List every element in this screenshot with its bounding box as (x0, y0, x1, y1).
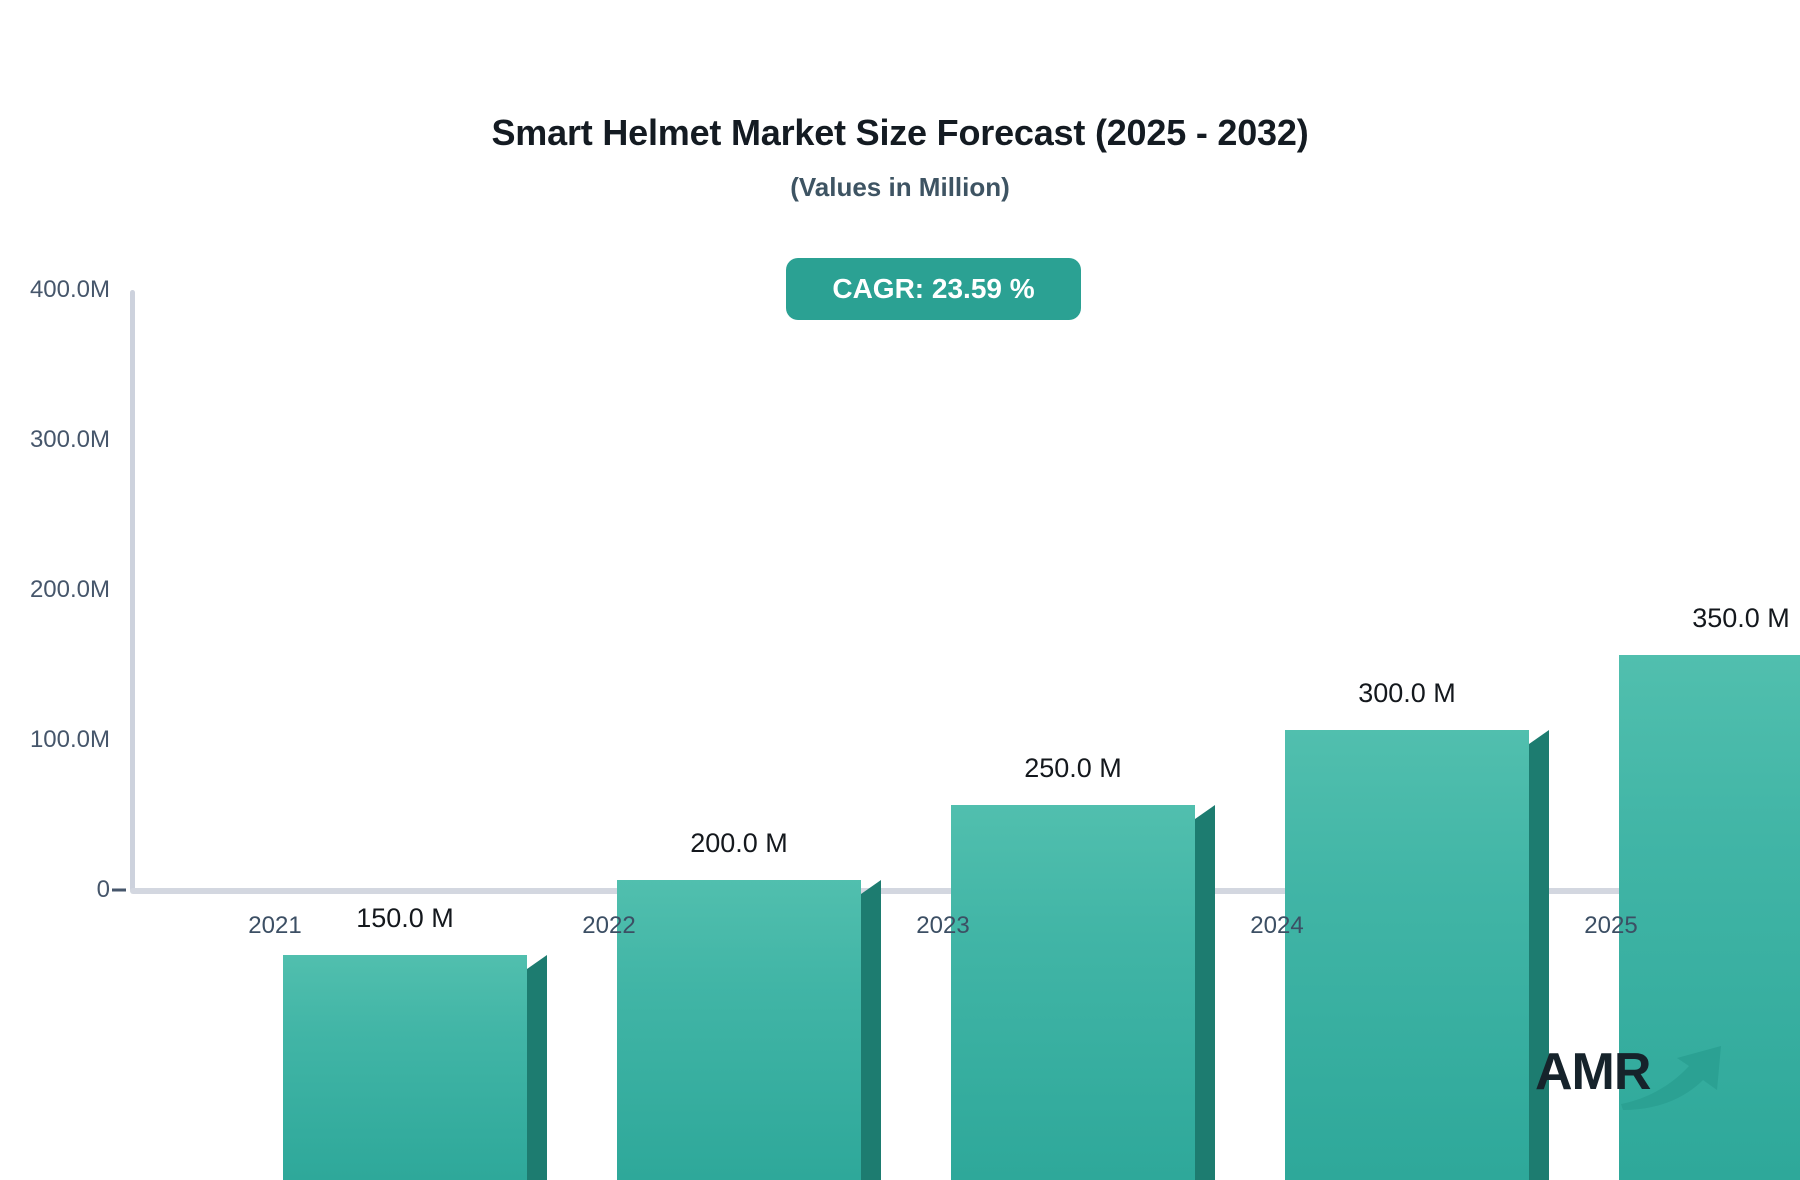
x-tick-label-2021: 2021 (248, 912, 302, 939)
chart-canvas: Smart Helmet Market Size Forecast (2025 … (29, 112, 1800, 1180)
bar-side-face (527, 955, 547, 1180)
bar-value-label: 200.0 M (690, 828, 788, 858)
y-axis-line (130, 290, 135, 892)
x-tick-label-2025: 2025 (1584, 912, 1638, 939)
bar-value-label: 150.0 M (356, 903, 454, 933)
x-tick-label-2024: 2024 (1250, 912, 1304, 939)
bar-front-face (617, 880, 861, 1180)
bar-value-label: 250.0 M (1024, 753, 1122, 783)
bar-2021[interactable]: 150.0 M (283, 895, 547, 1180)
y-tick-label: 200.0M (29, 576, 110, 603)
bar-2025[interactable]: 350.0 M (1619, 595, 1800, 1180)
plot-area: 150.0 M 200.0 M 250.0 M 300.0 M 350.0 M (130, 290, 1800, 1180)
bar-2022[interactable]: 200.0 M (617, 820, 881, 1180)
bar-2023[interactable]: 250.0 M (951, 745, 1215, 1180)
growth-arrow-icon (1621, 1046, 1721, 1110)
logo-wordmark: AMR (1535, 1043, 1651, 1101)
amr-logo: AMR (1535, 1040, 1735, 1116)
bar-front-face (1619, 655, 1800, 1180)
y-tick-label: 300.0M (29, 426, 110, 453)
bar-value-label: 300.0 M (1358, 678, 1456, 708)
bar-value-label: 350.0 M (1692, 603, 1790, 633)
y-tick-mark (112, 888, 126, 892)
x-tick-label-2023: 2023 (916, 912, 970, 939)
bar-2024[interactable]: 300.0 M (1285, 670, 1549, 1180)
bar-front-face (951, 805, 1195, 1180)
cagr-badge: CAGR: 23.59 % (786, 258, 1081, 320)
chart-subtitle: (Values in Million) (790, 172, 1010, 202)
x-tick-label-2022: 2022 (582, 912, 636, 939)
bar-side-face (1195, 805, 1215, 1180)
bar-side-face (861, 880, 881, 1180)
y-tick-label: 400.0M (29, 276, 110, 303)
y-tick-label: 0 (96, 876, 110, 903)
chart-title: Smart Helmet Market Size Forecast (2025 … (491, 112, 1309, 153)
y-tick-label: 100.0M (29, 726, 110, 753)
bar-side-face (1529, 730, 1549, 1180)
bar-front-face (283, 955, 527, 1180)
bar-front-face (1285, 730, 1529, 1180)
